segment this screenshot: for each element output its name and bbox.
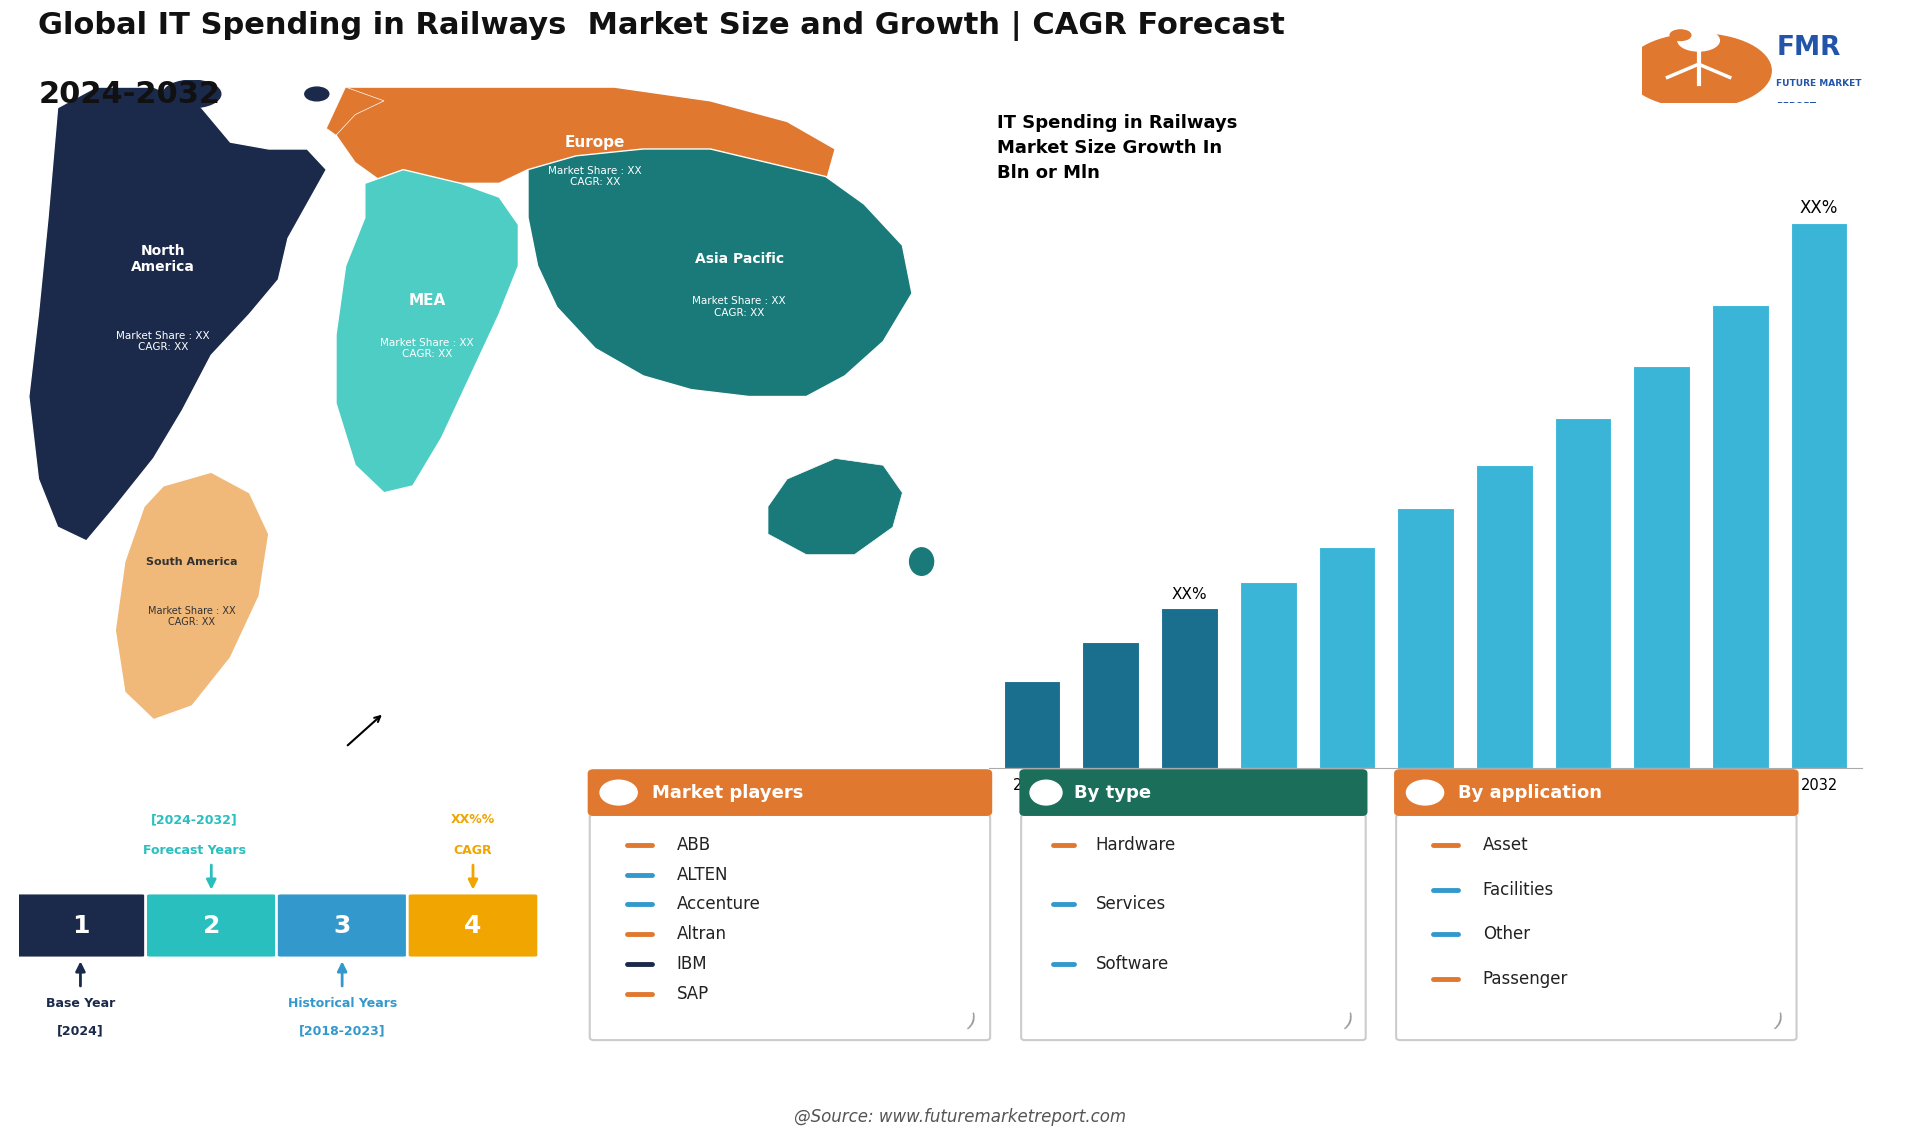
Text: Market players: Market players xyxy=(651,784,803,801)
Ellipse shape xyxy=(163,80,221,108)
Bar xyxy=(1634,366,1690,768)
Circle shape xyxy=(1678,30,1720,52)
Circle shape xyxy=(601,780,637,804)
Text: Passenger: Passenger xyxy=(1482,970,1569,988)
Text: Other: Other xyxy=(1482,925,1530,943)
Text: [2024-2032]: [2024-2032] xyxy=(152,814,238,826)
Text: Base Year: Base Year xyxy=(46,997,115,1010)
Bar xyxy=(1083,643,1139,768)
Text: ): ) xyxy=(1770,1012,1784,1031)
Bar xyxy=(1162,607,1217,768)
Text: ): ) xyxy=(1342,1012,1356,1031)
Text: Accenture: Accenture xyxy=(676,895,760,913)
Bar xyxy=(1555,417,1611,768)
Text: By type: By type xyxy=(1075,784,1152,801)
Text: 3: 3 xyxy=(334,913,351,937)
Bar xyxy=(1476,465,1532,768)
Text: South America: South America xyxy=(146,557,238,566)
Text: Historical Years: Historical Years xyxy=(288,997,397,1010)
Text: Asset: Asset xyxy=(1482,835,1528,854)
Ellipse shape xyxy=(305,87,328,101)
Polygon shape xyxy=(336,87,835,204)
FancyBboxPatch shape xyxy=(407,893,540,958)
Text: @Source: www.futuremarketreport.com: @Source: www.futuremarketreport.com xyxy=(795,1108,1125,1127)
Text: North
America: North America xyxy=(131,244,196,274)
Text: [2018-2023]: [2018-2023] xyxy=(300,1025,386,1037)
FancyBboxPatch shape xyxy=(1020,769,1367,816)
Text: By application: By application xyxy=(1457,784,1601,801)
Text: FUTURE MARKET: FUTURE MARKET xyxy=(1776,79,1862,88)
Text: Forecast Years: Forecast Years xyxy=(144,843,246,857)
Circle shape xyxy=(1029,780,1062,804)
Circle shape xyxy=(1407,780,1444,804)
Text: Software: Software xyxy=(1096,955,1169,973)
Text: IT Spending in Railways
Market Size Growth In
Bln or Mln: IT Spending in Railways Market Size Grow… xyxy=(996,115,1236,182)
FancyBboxPatch shape xyxy=(15,893,146,958)
FancyBboxPatch shape xyxy=(588,769,993,816)
Bar xyxy=(1398,509,1453,768)
Text: Market Share : XX
CAGR: XX: Market Share : XX CAGR: XX xyxy=(148,606,236,627)
Polygon shape xyxy=(115,472,269,720)
Text: XX%: XX% xyxy=(1799,199,1837,217)
Bar xyxy=(1713,305,1768,768)
Text: Asia Pacific: Asia Pacific xyxy=(695,252,783,266)
Text: IBM: IBM xyxy=(676,955,707,973)
Text: FMR: FMR xyxy=(1776,36,1841,62)
Text: 2: 2 xyxy=(204,913,221,937)
Polygon shape xyxy=(326,87,384,135)
Bar xyxy=(1319,548,1375,768)
Bar xyxy=(1004,682,1060,768)
FancyBboxPatch shape xyxy=(1021,815,1365,1041)
FancyBboxPatch shape xyxy=(1396,815,1797,1041)
Text: [2024]: [2024] xyxy=(58,1025,104,1037)
Text: 1: 1 xyxy=(71,913,88,937)
Text: Hardware: Hardware xyxy=(1096,835,1175,854)
Bar xyxy=(1240,582,1296,768)
Polygon shape xyxy=(528,149,912,397)
FancyBboxPatch shape xyxy=(589,815,991,1041)
Text: Altran: Altran xyxy=(676,925,726,943)
Text: XX%: XX% xyxy=(1171,587,1208,602)
Text: Europe: Europe xyxy=(564,134,626,150)
Polygon shape xyxy=(768,458,902,555)
FancyBboxPatch shape xyxy=(146,893,276,958)
Text: Services: Services xyxy=(1096,895,1165,913)
Text: Market Share : XX
CAGR: XX: Market Share : XX CAGR: XX xyxy=(549,166,641,187)
Polygon shape xyxy=(29,87,326,541)
Text: ): ) xyxy=(964,1012,977,1031)
Text: Market Share : XX
CAGR: XX: Market Share : XX CAGR: XX xyxy=(380,338,474,359)
Text: ABB: ABB xyxy=(676,835,710,854)
Text: 2024-2032: 2024-2032 xyxy=(38,80,221,109)
Text: 4: 4 xyxy=(465,913,482,937)
FancyBboxPatch shape xyxy=(1394,769,1799,816)
Text: ALTEN: ALTEN xyxy=(676,865,728,884)
Polygon shape xyxy=(336,170,518,493)
Text: MEA: MEA xyxy=(409,292,445,308)
Circle shape xyxy=(1626,34,1770,108)
Circle shape xyxy=(1670,30,1692,40)
Text: Market Share : XX
CAGR: XX: Market Share : XX CAGR: XX xyxy=(117,331,209,352)
Text: REPORT: REPORT xyxy=(1776,102,1816,111)
Text: Global IT Spending in Railways  Market Size and Growth | CAGR Forecast: Global IT Spending in Railways Market Si… xyxy=(38,11,1284,41)
Text: XX%%: XX%% xyxy=(451,814,495,826)
Text: SAP: SAP xyxy=(676,984,708,1003)
Text: Market Share : XX
CAGR: XX: Market Share : XX CAGR: XX xyxy=(693,297,785,317)
Text: CAGR: CAGR xyxy=(453,843,492,857)
Bar xyxy=(1791,223,1847,768)
Text: Facilities: Facilities xyxy=(1482,880,1553,898)
FancyBboxPatch shape xyxy=(276,893,407,958)
Ellipse shape xyxy=(910,548,933,575)
